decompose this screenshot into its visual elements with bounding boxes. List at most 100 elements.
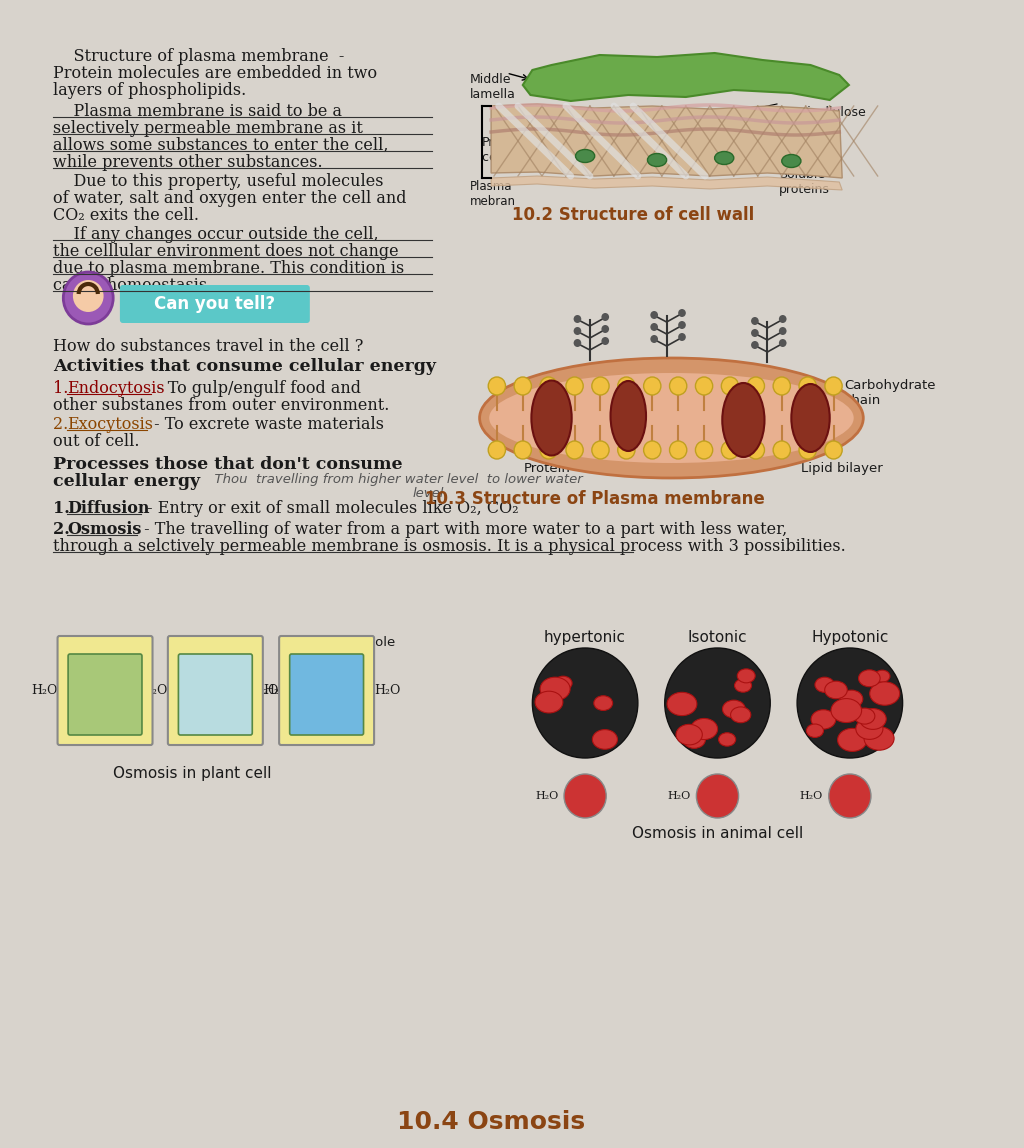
Text: 2.: 2. (53, 416, 73, 433)
Circle shape (670, 377, 687, 395)
Ellipse shape (647, 154, 667, 166)
Text: - To gulp/engulf food and: - To gulp/engulf food and (152, 380, 360, 397)
Circle shape (601, 325, 609, 333)
Text: out of cell.: out of cell. (53, 433, 139, 450)
Circle shape (773, 441, 791, 459)
Text: of water, salt and oxygen enter the cell and: of water, salt and oxygen enter the cell… (53, 191, 407, 207)
Circle shape (566, 441, 584, 459)
Text: - Entry or exit of small molecules like O₂, CO₂: - Entry or exit of small molecules like … (142, 501, 518, 517)
Ellipse shape (683, 731, 706, 748)
Ellipse shape (811, 709, 836, 729)
Ellipse shape (874, 670, 890, 682)
Circle shape (696, 774, 738, 819)
Ellipse shape (536, 691, 563, 713)
Circle shape (751, 317, 759, 325)
Text: Plasma membrane is said to be a: Plasma membrane is said to be a (53, 103, 342, 121)
FancyBboxPatch shape (120, 285, 310, 323)
Text: while prevents other substances.: while prevents other substances. (53, 154, 323, 171)
Circle shape (644, 441, 660, 459)
Circle shape (678, 333, 686, 341)
Ellipse shape (815, 677, 835, 692)
Text: H₂O: H₂O (535, 791, 558, 801)
Circle shape (751, 329, 759, 338)
Text: H₂O: H₂O (31, 683, 57, 697)
Circle shape (566, 377, 584, 395)
Text: Middle
lamella: Middle lamella (470, 73, 516, 101)
Ellipse shape (723, 700, 745, 718)
FancyBboxPatch shape (280, 636, 374, 745)
Circle shape (573, 327, 582, 335)
Ellipse shape (781, 155, 801, 168)
Circle shape (601, 338, 609, 346)
Text: Endocytosis: Endocytosis (68, 380, 165, 397)
Ellipse shape (734, 678, 752, 692)
Text: Protein molecules are embedded in two: Protein molecules are embedded in two (53, 65, 377, 82)
Text: 10.4 Osmosis: 10.4 Osmosis (397, 1110, 585, 1134)
Ellipse shape (854, 708, 874, 724)
Circle shape (665, 647, 770, 758)
Text: Osmosis: Osmosis (68, 521, 141, 538)
Circle shape (617, 377, 635, 395)
Circle shape (799, 377, 816, 395)
Text: layers of phospholipids.: layers of phospholipids. (53, 82, 246, 99)
Text: Soluble
proteins: Soluble proteins (779, 168, 829, 196)
Circle shape (617, 441, 635, 459)
Text: level: level (413, 487, 443, 501)
Ellipse shape (869, 682, 900, 705)
Circle shape (573, 315, 582, 323)
Circle shape (828, 774, 871, 819)
Circle shape (695, 377, 713, 395)
Ellipse shape (838, 728, 867, 752)
Text: cellular energy: cellular energy (53, 473, 200, 490)
Circle shape (540, 441, 557, 459)
Text: Isotonic: Isotonic (688, 630, 748, 645)
Ellipse shape (840, 690, 863, 708)
Circle shape (773, 377, 791, 395)
FancyBboxPatch shape (69, 654, 142, 735)
Circle shape (540, 377, 557, 395)
Text: 1.: 1. (53, 380, 74, 397)
FancyBboxPatch shape (178, 654, 252, 735)
Circle shape (514, 441, 531, 459)
Text: - The travelling of water from a part with more water to a part with less water,: - The travelling of water from a part wi… (139, 521, 787, 538)
Circle shape (63, 272, 114, 324)
Circle shape (721, 441, 738, 459)
Text: 10.3 Structure of Plasma membrane: 10.3 Structure of Plasma membrane (425, 490, 765, 509)
Circle shape (695, 441, 713, 459)
Ellipse shape (715, 152, 734, 164)
Text: Processes those that don't consume: Processes those that don't consume (53, 456, 402, 473)
Circle shape (601, 313, 609, 321)
Text: 1.: 1. (53, 501, 75, 517)
Circle shape (650, 335, 658, 343)
Text: H₂O: H₂O (374, 683, 400, 697)
Circle shape (799, 441, 816, 459)
Text: Cellulose
microfibre: Cellulose microfibre (779, 144, 843, 172)
Circle shape (797, 647, 902, 758)
Text: Pectin: Pectin (779, 124, 817, 137)
Text: 2.: 2. (53, 521, 75, 538)
Ellipse shape (610, 381, 646, 451)
Ellipse shape (554, 676, 572, 690)
Ellipse shape (859, 708, 886, 729)
Circle shape (650, 323, 658, 331)
FancyBboxPatch shape (57, 636, 153, 745)
Ellipse shape (831, 699, 861, 722)
Text: the celllular environment does not change: the celllular environment does not chang… (53, 243, 398, 259)
Ellipse shape (531, 380, 571, 456)
Circle shape (779, 339, 786, 347)
Text: Thou  travelling from higher water level  to lower water: Thou travelling from higher water level … (206, 473, 583, 486)
Ellipse shape (575, 149, 595, 163)
Ellipse shape (858, 670, 881, 687)
Ellipse shape (824, 681, 847, 699)
Text: Carbohydrate
chain: Carbohydrate chain (844, 379, 936, 408)
Text: Protein: Protein (523, 461, 570, 475)
Text: called homeostasis.: called homeostasis. (53, 277, 212, 294)
Polygon shape (523, 53, 849, 101)
Circle shape (779, 315, 786, 323)
Text: Lipid bilayer: Lipid bilayer (801, 461, 883, 475)
Circle shape (751, 341, 759, 349)
Ellipse shape (489, 373, 854, 463)
Polygon shape (492, 176, 842, 191)
Text: Diffusion: Diffusion (68, 501, 150, 517)
Circle shape (721, 377, 738, 395)
